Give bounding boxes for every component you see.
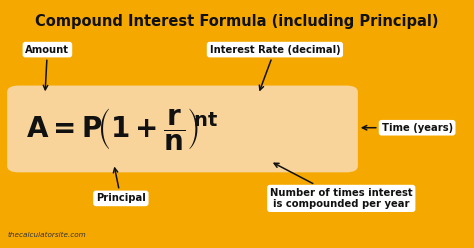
Text: Amount: Amount bbox=[26, 45, 69, 90]
Text: Time (years): Time (years) bbox=[362, 123, 453, 133]
FancyBboxPatch shape bbox=[7, 86, 358, 172]
Text: Number of times interest
is compounded per year: Number of times interest is compounded p… bbox=[270, 163, 412, 209]
Text: $\mathbf{A = P\!\left(1+\dfrac{r}{n}\right)^{\!\!nt}}$: $\mathbf{A = P\!\left(1+\dfrac{r}{n}\rig… bbox=[26, 106, 219, 152]
Text: Compound Interest Formula (including Principal): Compound Interest Formula (including Pri… bbox=[35, 14, 439, 29]
Text: Principal: Principal bbox=[96, 168, 146, 203]
Text: thecalculatorsite.com: thecalculatorsite.com bbox=[7, 232, 86, 238]
Text: Interest Rate (decimal): Interest Rate (decimal) bbox=[210, 45, 340, 90]
